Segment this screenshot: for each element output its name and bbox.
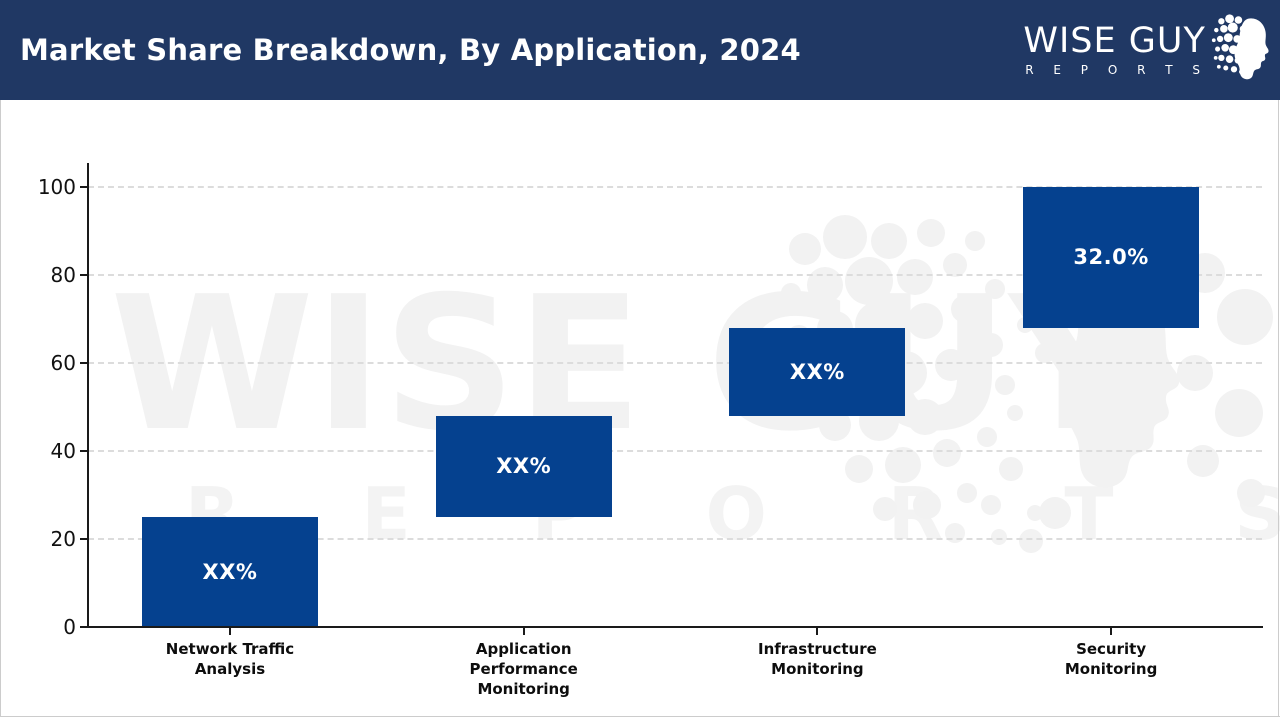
chart-title: Market Share Breakdown, By Application, … [20,33,801,67]
y-axis-spine [87,163,89,628]
bar-application-performance-monitoring: XX% [435,415,612,517]
brand-subtext: R E P O R T S [1025,62,1208,77]
gridline-20 [88,538,1262,540]
bar-security-monitoring: 32.0% [1023,187,1200,328]
x-tick-mark-network-traffic-analysis [229,628,231,635]
frame-left-rule [0,100,1,717]
header-bar: Market Share Breakdown, By Application, … [0,0,1280,100]
brand-logo: WISE GUY R E P O R T S [1021,10,1270,90]
y-tick-mark-80 [80,274,87,276]
bar-value-label-application-performance-monitoring: XX% [496,454,552,479]
category-label-infrastructure-monitoring: Infrastructure Monitoring [757,640,877,678]
y-tick-label-80: 80 [50,263,76,287]
gridline-60 [88,362,1262,364]
bar-network-traffic-analysis: XX% [142,517,318,627]
y-tick-mark-0 [80,626,87,628]
bar-infrastructure-monitoring: XX% [729,327,906,416]
y-tick-label-0: 0 [63,615,76,639]
gridline-80 [88,274,1262,276]
category-label-security-monitoring: Security Monitoring [1064,640,1158,678]
brand-face-icon [1211,14,1269,80]
category-label-network-traffic-analysis: Network Traffic Analysis [165,640,295,678]
y-tick-mark-40 [80,450,87,452]
brand-logo-text: WISE GUY R E P O R T S [1021,20,1208,77]
x-tick-mark-security-monitoring [1110,628,1113,635]
bar-value-label-infrastructure-monitoring: XX% [789,359,845,384]
y-tick-label-40: 40 [50,439,76,463]
y-tick-label-20: 20 [50,527,76,551]
gridline-40 [88,450,1262,452]
category-label-application-performance-monitoring: Application Performance Monitoring [469,640,578,698]
bar-value-label-security-monitoring: 32.0% [1073,245,1149,270]
frame-bottom-rule [0,716,1280,717]
y-tick-label-60: 60 [50,351,76,375]
frame-right-rule [1278,100,1279,717]
x-tick-mark-application-performance-monitoring [522,628,525,635]
y-tick-label-100: 100 [37,175,76,199]
x-axis-spine [87,626,1263,628]
x-tick-mark-infrastructure-monitoring [816,628,819,635]
y-tick-mark-20 [80,538,87,540]
y-tick-mark-60 [80,362,87,364]
brand-wordmark: WISE GUY [1023,20,1206,61]
y-tick-mark-100 [80,186,87,188]
bar-value-label-network-traffic-analysis: XX% [202,560,258,584]
gridline-100 [88,186,1262,188]
